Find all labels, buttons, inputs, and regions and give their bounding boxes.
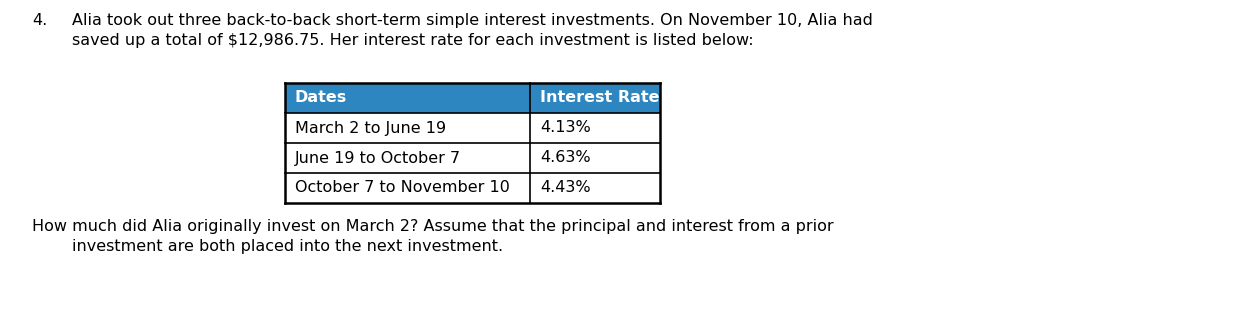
Text: Interest Rate: Interest Rate <box>540 91 659 106</box>
Text: Alia took out three back-to-back short-term simple interest investments. On Nove: Alia took out three back-to-back short-t… <box>72 13 873 28</box>
Bar <box>285 83 659 113</box>
Text: saved up a total of $12,986.75. Her interest rate for each investment is listed : saved up a total of $12,986.75. Her inte… <box>72 33 753 48</box>
Text: How much did Alia originally invest on March 2? Assume that the principal and in: How much did Alia originally invest on M… <box>32 219 833 234</box>
Text: October 7 to November 10: October 7 to November 10 <box>295 181 510 196</box>
Text: March 2 to June 19: March 2 to June 19 <box>295 121 446 135</box>
Text: 4.63%: 4.63% <box>540 150 591 165</box>
Bar <box>285 113 659 143</box>
Text: Dates: Dates <box>295 91 347 106</box>
Bar <box>285 143 659 173</box>
Text: 4.13%: 4.13% <box>540 121 591 135</box>
Text: 4.43%: 4.43% <box>540 181 591 196</box>
Text: investment are both placed into the next investment.: investment are both placed into the next… <box>72 239 503 254</box>
Text: June 19 to October 7: June 19 to October 7 <box>295 150 461 165</box>
Bar <box>285 173 659 203</box>
Text: 4.: 4. <box>32 13 47 28</box>
